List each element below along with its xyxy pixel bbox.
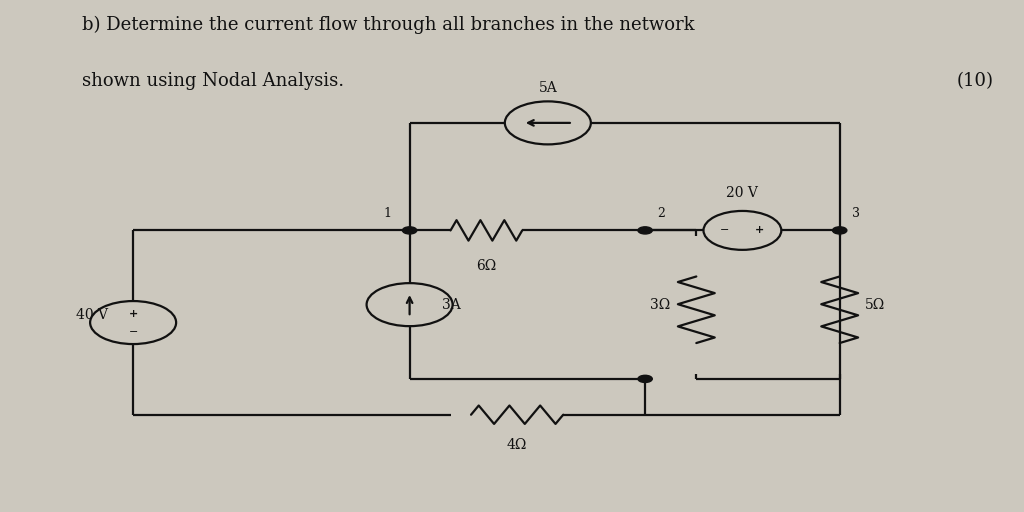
Text: shown using Nodal Analysis.: shown using Nodal Analysis. [82,72,344,90]
Text: +: + [756,225,765,236]
Text: −: − [720,225,729,236]
Text: 5Ω: 5Ω [865,297,886,312]
Text: (10): (10) [956,72,993,90]
Text: 3: 3 [852,207,860,220]
Text: b) Determine the current flow through all branches in the network: b) Determine the current flow through al… [82,15,694,34]
Text: −: − [128,327,138,336]
Circle shape [638,375,652,382]
Text: 6Ω: 6Ω [476,259,497,272]
Text: 5A: 5A [539,81,557,95]
Text: 4Ω: 4Ω [507,438,527,452]
Text: 1: 1 [383,207,391,220]
Circle shape [833,227,847,234]
Text: 2: 2 [657,207,666,220]
Text: 3Ω: 3Ω [650,297,671,312]
Circle shape [402,227,417,234]
Text: 3A: 3A [442,297,461,312]
Text: 20 V: 20 V [726,186,759,200]
Circle shape [638,227,652,234]
Text: 40 V: 40 V [76,308,108,322]
Text: +: + [128,309,138,318]
